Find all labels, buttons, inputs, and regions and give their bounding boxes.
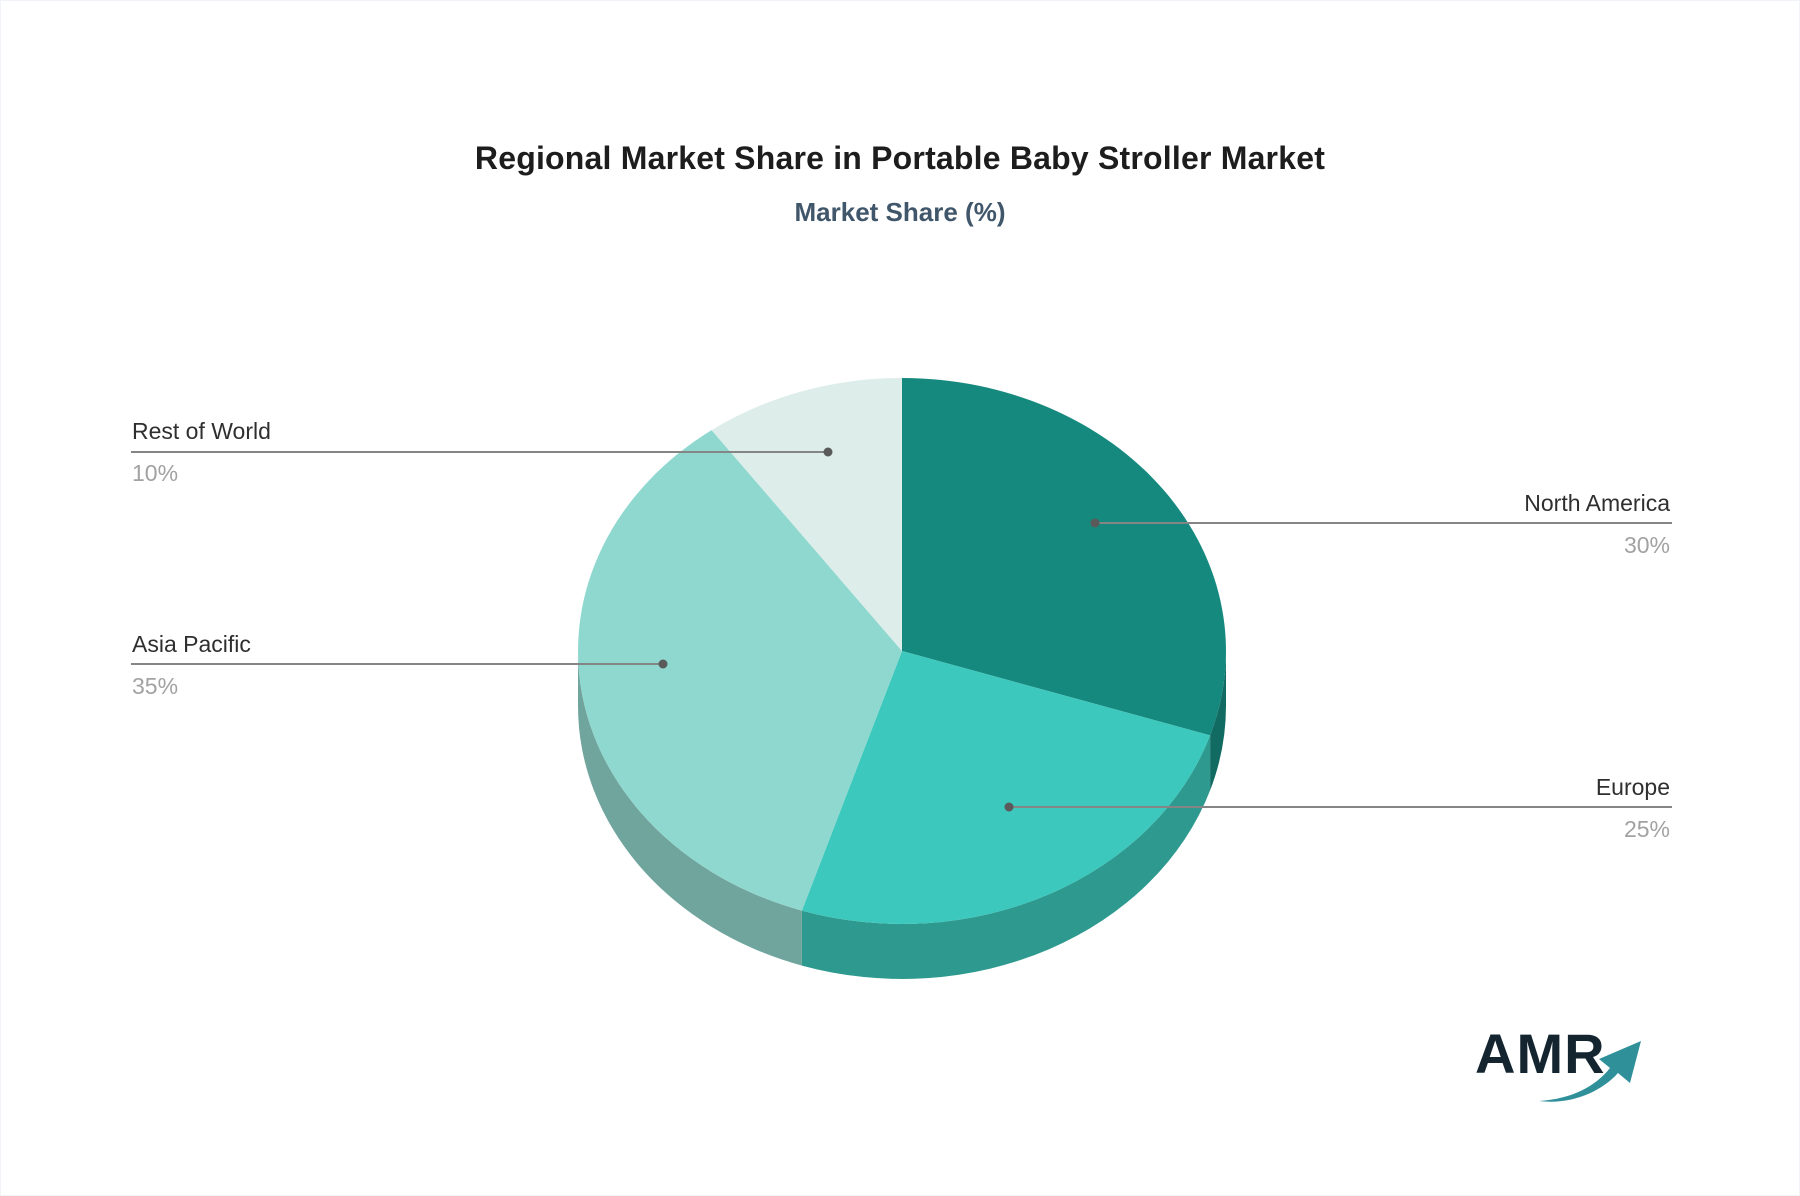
callout-label-north-america: North America [1524,490,1670,516]
pie-slice-asia-pacific[interactable] [578,430,902,911]
callout-pct-europe: 25% [1623,816,1670,842]
callout-pct-asia-pacific: 35% [132,673,179,699]
pie-slice-europe[interactable] [801,651,1211,924]
pie-rim-asia-pacific [578,651,802,966]
pie-slice-north-america[interactable] [902,378,1226,736]
pie-rim-north-america [1210,651,1226,791]
chart-title: Regional Market Share in Portable Baby S… [474,140,1326,176]
callout-pct-north-america: 30% [1623,532,1670,558]
callout-dot-asia-pacific [658,659,668,669]
growth-arrow-icon [1539,1041,1641,1102]
callout-label-rest-of-world: Rest of World [132,418,271,444]
amr-logo-text: AMR [1475,1022,1606,1085]
callout-label-europe: Europe [1595,774,1670,800]
pie-slice-rest-of-world[interactable] [711,377,902,651]
callout-dot-europe [1004,802,1014,812]
callout-dot-rest-of-world [823,447,833,457]
callout-pct-rest-of-world: 10% [132,460,179,486]
pie-rim-europe [801,735,1211,979]
amr-logo: AMR [1475,1023,1675,1133]
chart-subtitle: Market Share (%) [794,197,1006,227]
callout-label-asia-pacific: Asia Pacific [132,631,251,657]
callout-dot-north-america [1090,518,1100,528]
